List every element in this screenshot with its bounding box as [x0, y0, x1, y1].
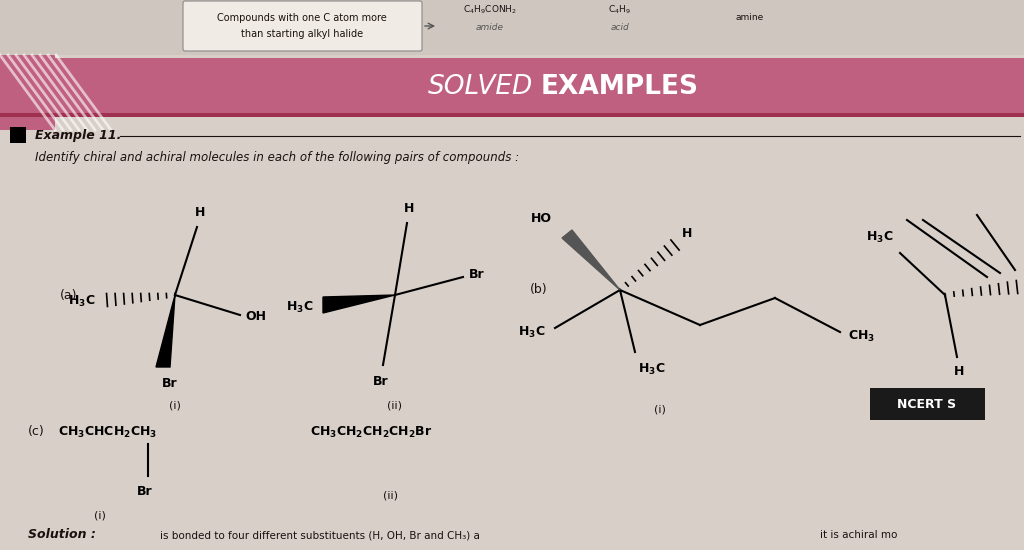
- Text: $\mathregular{H_3C}$: $\mathregular{H_3C}$: [286, 299, 313, 315]
- Text: Br: Br: [137, 485, 153, 498]
- Text: (ii): (ii): [383, 490, 397, 500]
- Text: is bonded to four different substituents (H, OH, Br and CH₃) a: is bonded to four different substituents…: [160, 530, 480, 540]
- Text: Br: Br: [373, 375, 389, 388]
- Text: (ii): (ii): [387, 400, 402, 410]
- Bar: [10, 127, 26, 143]
- Text: $\mathregular{CH_3CHCH_2CH_3}$: $\mathregular{CH_3CHCH_2CH_3}$: [58, 425, 157, 439]
- Text: Solution :: Solution :: [28, 529, 96, 542]
- Text: $\mathregular{C_4H_9}$: $\mathregular{C_4H_9}$: [608, 4, 632, 16]
- Text: (i): (i): [94, 510, 105, 520]
- Text: Identify chiral and achiral molecules in each of the following pairs of compound: Identify chiral and achiral molecules in…: [35, 151, 519, 164]
- Bar: [0, 55, 55, 130]
- Text: (c): (c): [28, 426, 45, 438]
- Bar: [870, 388, 985, 420]
- Text: OH: OH: [245, 311, 266, 323]
- Text: $\mathregular{H_3C}$: $\mathregular{H_3C}$: [638, 362, 666, 377]
- Text: $\mathregular{CH_3}$: $\mathregular{CH_3}$: [848, 328, 876, 344]
- Text: H: H: [953, 365, 965, 378]
- Text: amide: amide: [476, 24, 504, 32]
- Text: $\mathregular{CH_3CH_2CH_2CH_2Br}$: $\mathregular{CH_3CH_2CH_2CH_2Br}$: [310, 425, 432, 439]
- Text: Compounds with one C atom more: Compounds with one C atom more: [217, 13, 387, 23]
- Text: amine: amine: [736, 14, 764, 23]
- Text: acid: acid: [610, 24, 630, 32]
- Text: Br: Br: [469, 268, 484, 282]
- Text: SOLVED: SOLVED: [427, 74, 532, 100]
- Bar: [55, 58, 1024, 113]
- Text: HO: HO: [531, 212, 552, 225]
- Text: H: H: [682, 227, 692, 240]
- Text: NCERT S: NCERT S: [897, 398, 956, 410]
- Text: $\mathregular{H_3C}$: $\mathregular{H_3C}$: [68, 294, 95, 309]
- Bar: [0, 0, 1024, 55]
- Text: (ii): (ii): [938, 400, 952, 410]
- Text: (i): (i): [654, 405, 666, 415]
- Bar: [0, 113, 1024, 117]
- Text: (b): (b): [530, 283, 548, 296]
- Text: (a): (a): [60, 289, 78, 301]
- Text: EXAMPLES: EXAMPLES: [541, 74, 699, 100]
- Text: $\mathregular{H_3C}$: $\mathregular{H_3C}$: [517, 324, 545, 339]
- Polygon shape: [562, 230, 620, 290]
- Text: H: H: [195, 206, 205, 219]
- Text: than starting alkyl halide: than starting alkyl halide: [241, 29, 364, 39]
- Text: (i): (i): [169, 400, 181, 410]
- Text: $\mathregular{H_3C}$: $\mathregular{H_3C}$: [865, 230, 893, 245]
- Text: it is achiral mo: it is achiral mo: [820, 530, 897, 540]
- Text: Example 11.: Example 11.: [35, 129, 122, 142]
- FancyBboxPatch shape: [183, 1, 422, 51]
- Text: H: H: [403, 202, 414, 215]
- Polygon shape: [156, 295, 175, 367]
- Text: $\mathregular{C_4H_9CONH_2}$: $\mathregular{C_4H_9CONH_2}$: [463, 4, 517, 16]
- Text: Br: Br: [162, 377, 178, 390]
- Polygon shape: [323, 295, 395, 313]
